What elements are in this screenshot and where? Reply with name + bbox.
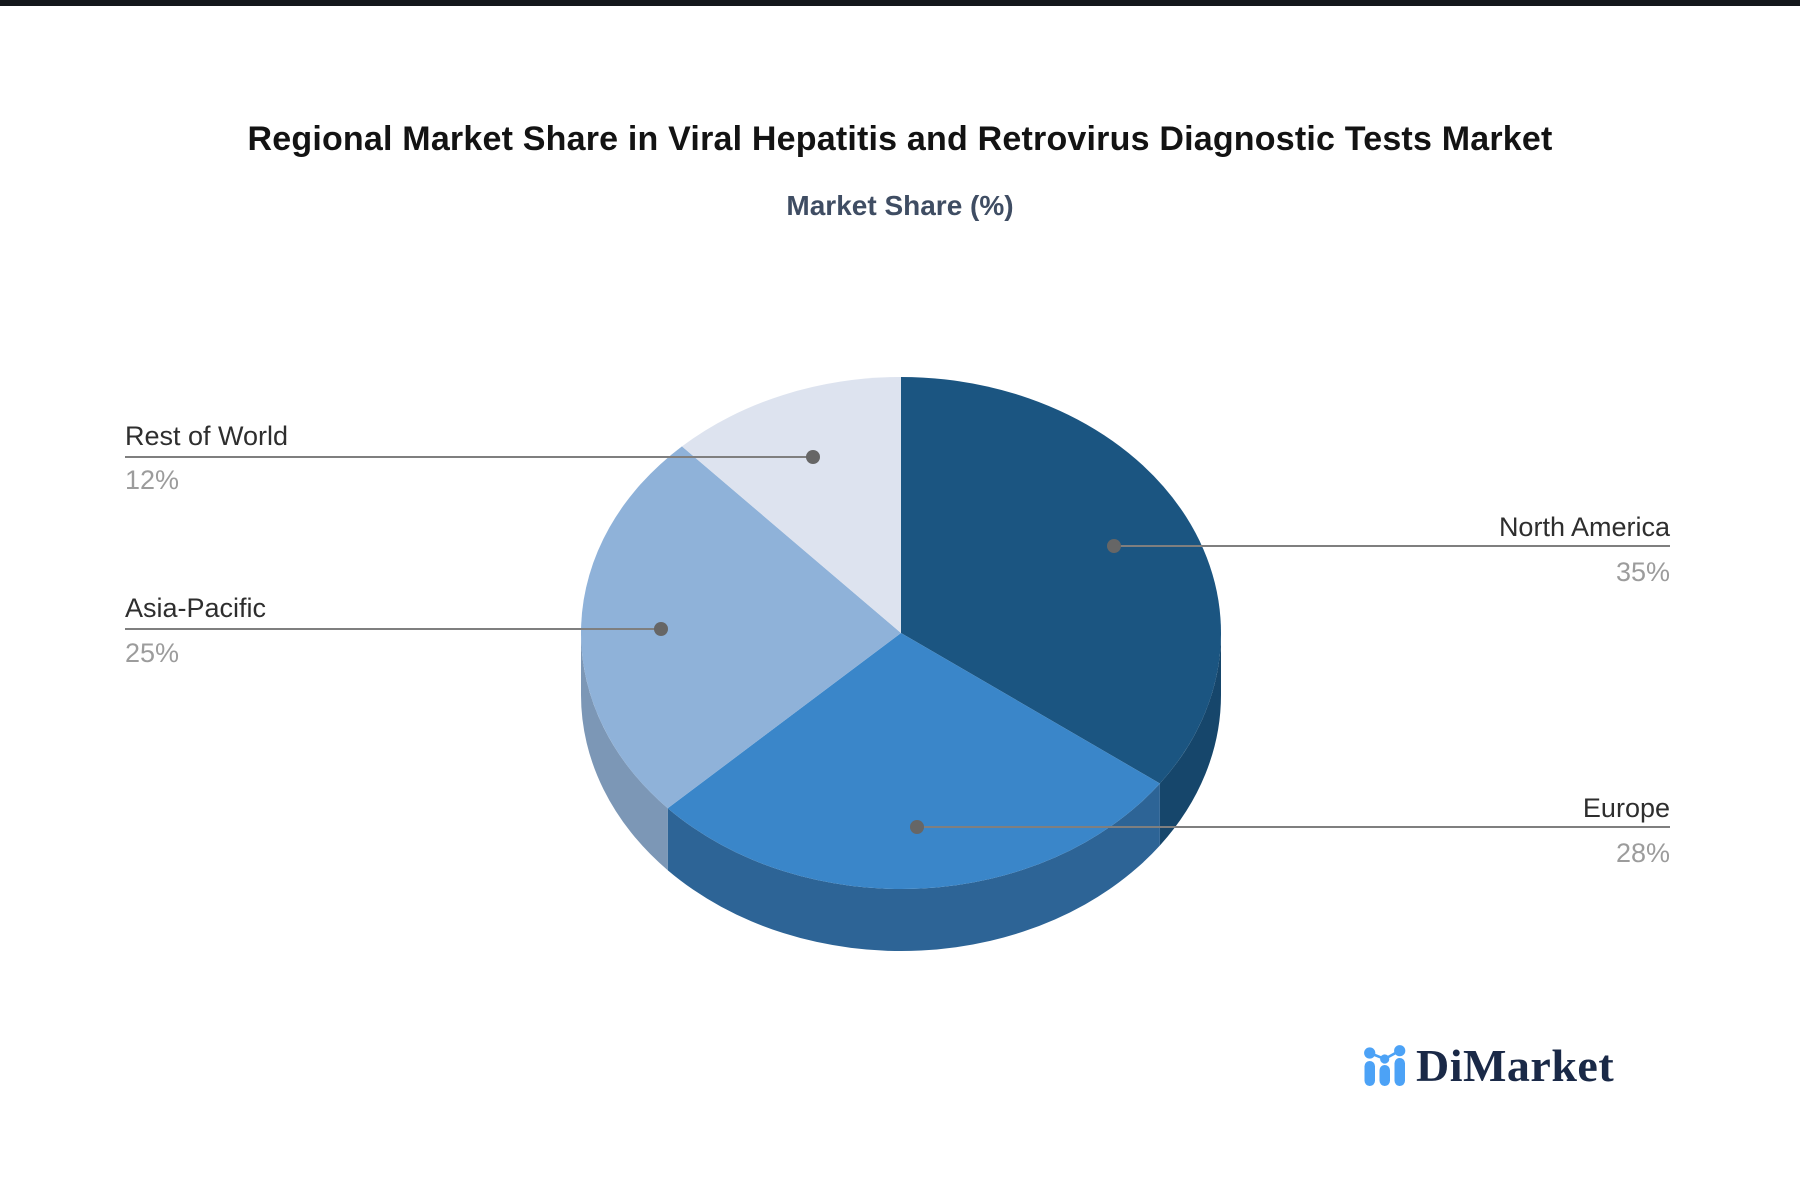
slice-pct-north-america: 35% xyxy=(1615,557,1670,587)
pie-side-north-america xyxy=(1159,633,1221,846)
pie-slice-north-america xyxy=(901,377,1221,784)
pie-side-europe xyxy=(667,783,1160,952)
logo: DiMarket xyxy=(1358,1036,1648,1106)
leader-dot-rest-of-world xyxy=(806,450,820,464)
top-strip xyxy=(0,0,1800,6)
pie-side-asia-pacific xyxy=(581,633,668,871)
slice-label-rest-of-world: Rest of World xyxy=(125,421,289,451)
logo-text: DiMarket xyxy=(1416,1040,1615,1091)
chart-title: Regional Market Share in Viral Hepatitis… xyxy=(247,120,1553,158)
pie-slice-rest-of-world xyxy=(681,377,901,633)
leader-dot-north-america xyxy=(1107,539,1121,553)
slice-label-asia-pacific: Asia-Pacific xyxy=(125,593,267,623)
logo-bar-3 xyxy=(1394,1058,1405,1086)
leader-lines xyxy=(125,456,1670,828)
slice-label-north-america: North America xyxy=(1498,512,1670,542)
slice-pct-rest-of-world: 12% xyxy=(125,465,180,495)
pie-slice-asia-pacific xyxy=(581,446,901,809)
logo-dot-3 xyxy=(1394,1045,1406,1057)
logo-bar-2 xyxy=(1379,1065,1390,1086)
bar-line-chart-icon xyxy=(1364,1045,1406,1086)
leader-dots xyxy=(654,450,1121,834)
leader-dot-asia-pacific xyxy=(654,622,668,636)
logo-dot-2 xyxy=(1380,1054,1390,1064)
leader-dot-europe xyxy=(910,820,924,834)
pie-slices xyxy=(581,377,1221,952)
logo-dot-1 xyxy=(1364,1047,1376,1059)
slice-pct-asia-pacific: 25% xyxy=(125,638,180,668)
slice-pct-europe: 28% xyxy=(1615,838,1670,868)
chart-subtitle: Market Share (%) xyxy=(786,190,1014,221)
pie-slice-europe xyxy=(667,633,1160,889)
slice-label-europe: Europe xyxy=(1582,793,1670,823)
logo-bar-1 xyxy=(1364,1061,1375,1086)
